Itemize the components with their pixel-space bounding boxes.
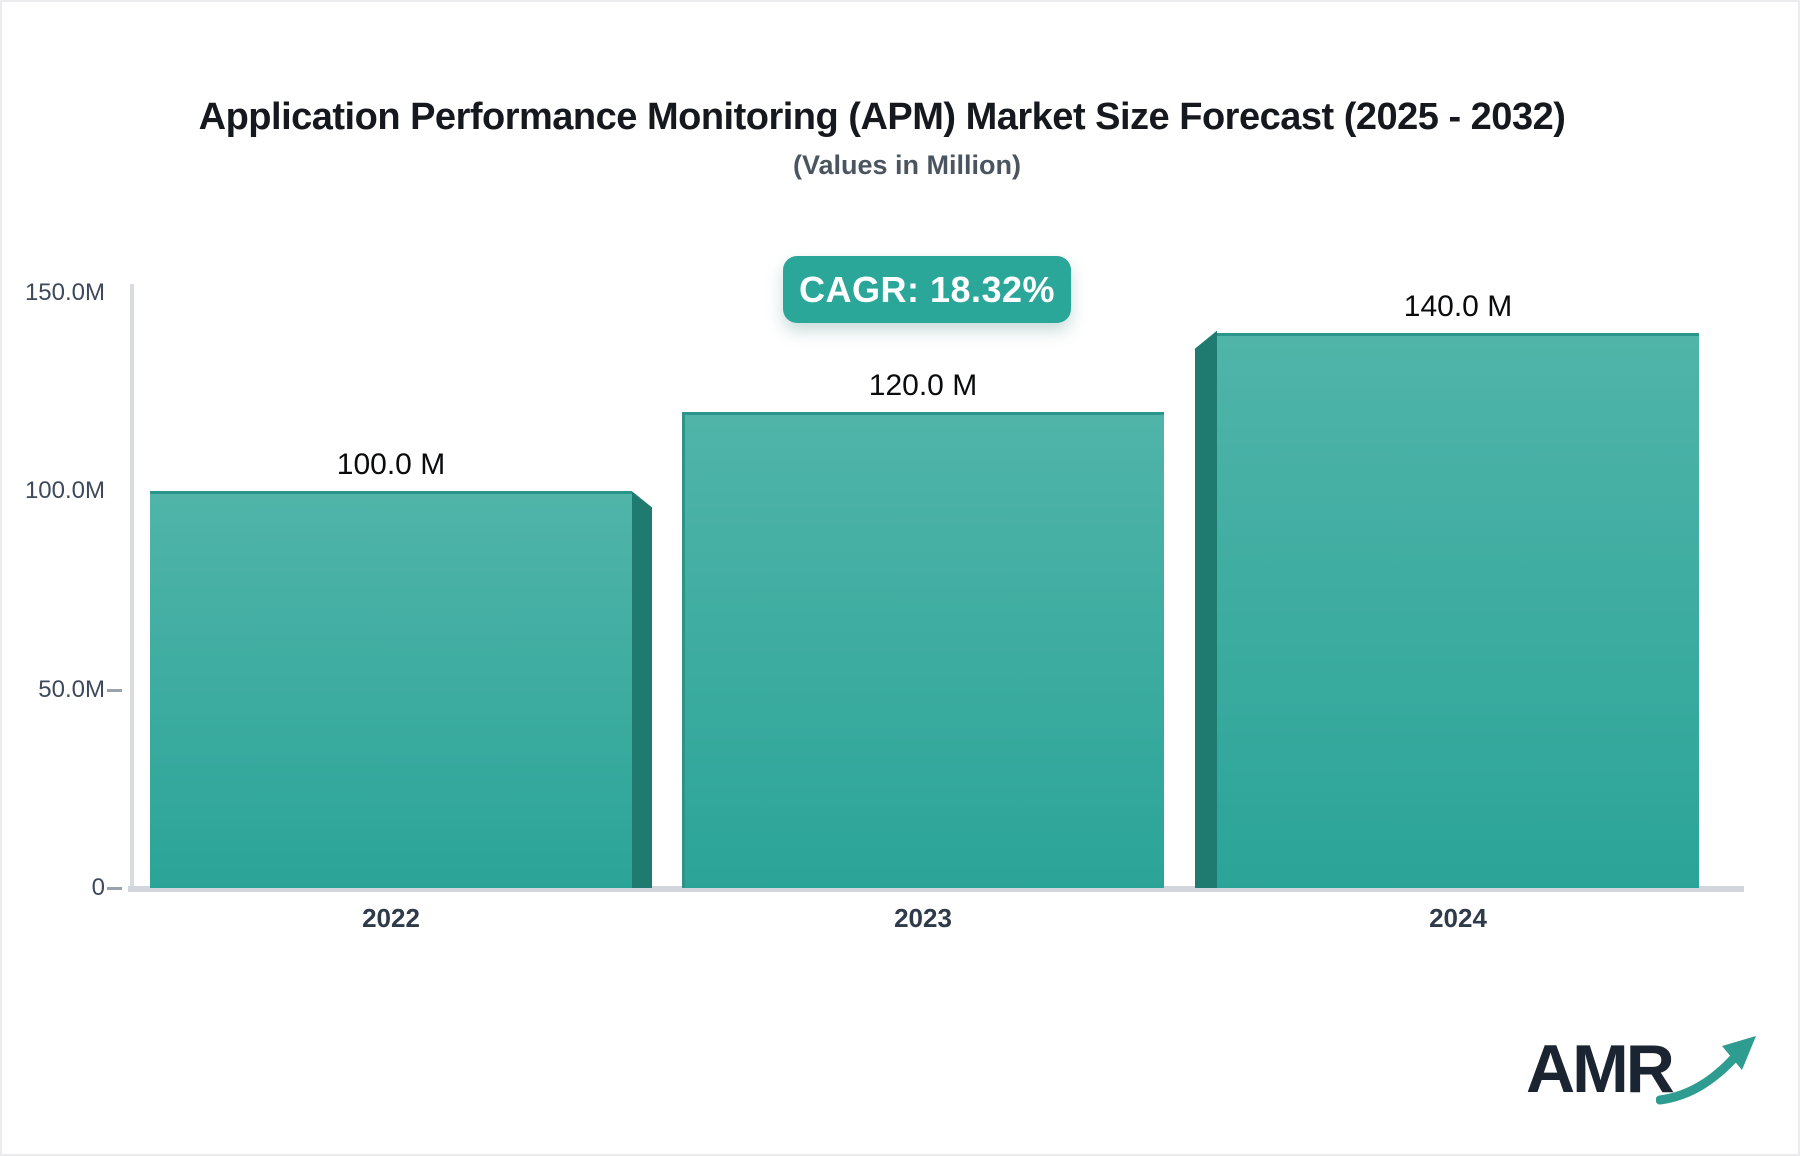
chart-subtitle: (Values in Million): [792, 150, 1022, 180]
cagr-badge-label: CAGR: 18.32%: [798, 268, 1056, 310]
x-category-label: 2024: [1429, 903, 1487, 933]
y-tick-label: 50.0M: [38, 675, 105, 703]
logo-text: AMR: [1526, 1031, 1675, 1107]
bar-value-label: 100.0 M: [336, 448, 446, 482]
bar-side-shadow: [1195, 330, 1217, 888]
x-category-label: 2022: [362, 903, 420, 933]
chart-title: Application Performance Monitoring (APM)…: [198, 96, 1566, 138]
x-category-label: 2023: [894, 903, 952, 933]
trend-up-arrow-icon: [1655, 1036, 1756, 1105]
x-axis-line: [128, 886, 1744, 892]
y-axis-line: [130, 284, 134, 891]
bar-2023: [682, 412, 1164, 888]
bar-2024: [1217, 332, 1699, 888]
bar-value-label: 120.0 M: [868, 369, 978, 402]
amr-logo: AMR: [1526, 1032, 1764, 1112]
cagr-badge: CAGR: 18.32%: [783, 256, 1071, 323]
y-tick-label: 150.0M: [24, 279, 105, 306]
y-tick-label: 100.0M: [24, 477, 105, 505]
bar-side-shadow: [632, 491, 652, 888]
bar-value-label: 140.0 M: [1403, 289, 1513, 323]
y-tick-label: 0: [91, 874, 105, 901]
y-tick-mark: [107, 887, 122, 890]
bar-2022: [150, 491, 632, 888]
y-tick-mark: [107, 688, 122, 692]
